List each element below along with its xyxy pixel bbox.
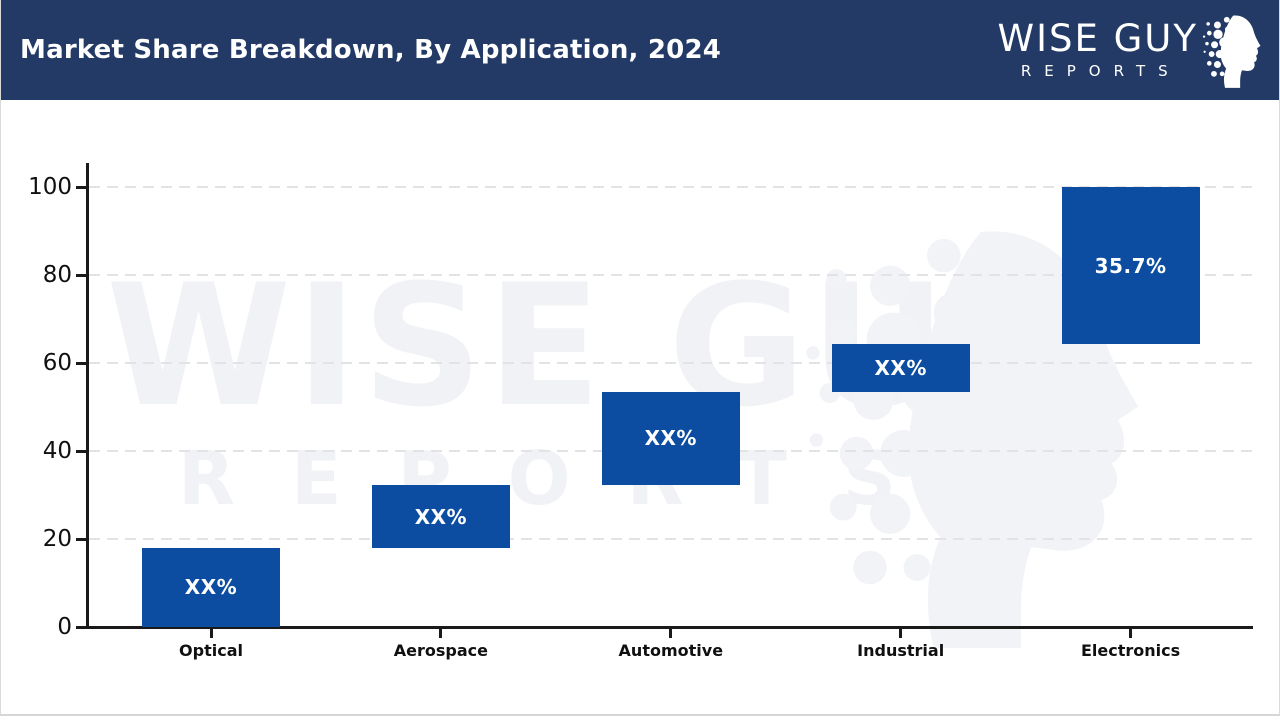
x-tick-label-electronics: Electronics bbox=[1081, 641, 1181, 660]
y-tick-label-20: 20 bbox=[42, 526, 72, 552]
bar-aerospace: XX% bbox=[371, 485, 510, 548]
gridline-60 bbox=[89, 362, 1253, 364]
bar-automotive: XX% bbox=[601, 391, 740, 486]
y-tick-0 bbox=[76, 626, 86, 629]
bar-value-label-industrial: XX% bbox=[874, 355, 927, 380]
x-axis bbox=[86, 626, 1253, 629]
bar-value-label-optical: XX% bbox=[184, 575, 238, 600]
wiseguy-logo: WISE GUY REPORTS bbox=[998, 12, 1264, 88]
bar-value-label-automotive: XX% bbox=[644, 426, 697, 451]
y-tick-label-40: 40 bbox=[42, 438, 72, 464]
gridline-80 bbox=[89, 274, 1253, 276]
bar-value-label-aerospace: XX% bbox=[414, 504, 468, 529]
gridline-20 bbox=[89, 538, 1253, 540]
bar-electronics: 35.7% bbox=[1061, 187, 1200, 345]
x-tick-industrial bbox=[899, 629, 903, 638]
y-axis bbox=[86, 163, 89, 629]
y-tick-label-60: 60 bbox=[42, 350, 72, 376]
logo-text: WISE GUY REPORTS bbox=[998, 20, 1198, 80]
x-tick-label-industrial: Industrial bbox=[857, 641, 945, 660]
bar-value-label-electronics: 35.7% bbox=[1094, 253, 1167, 278]
x-tick-automotive bbox=[669, 629, 673, 638]
x-tick-label-aerospace: Aerospace bbox=[393, 641, 488, 660]
logo-wordmark: WISE GUY bbox=[997, 17, 1198, 60]
logo-subtitle: REPORTS bbox=[1020, 62, 1181, 80]
header-bar: Market Share Breakdown, By Application, … bbox=[0, 0, 1280, 100]
y-tick-40 bbox=[76, 450, 86, 453]
chart-title: Market Share Breakdown, By Application, … bbox=[20, 35, 722, 65]
x-tick-aerospace bbox=[439, 629, 443, 638]
gridline-100 bbox=[89, 186, 1253, 188]
y-tick-label-100: 100 bbox=[28, 174, 72, 200]
y-tick-100 bbox=[76, 186, 86, 189]
y-tick-60 bbox=[76, 362, 86, 365]
bar-industrial: XX% bbox=[831, 344, 970, 392]
wiseguy-head-icon bbox=[1202, 15, 1261, 88]
y-tick-80 bbox=[76, 274, 86, 277]
y-tick-label-80: 80 bbox=[42, 262, 72, 288]
x-tick-optical bbox=[209, 629, 213, 638]
y-tick-20 bbox=[76, 538, 86, 541]
x-tick-electronics bbox=[1129, 629, 1133, 638]
x-tick-label-optical: Optical bbox=[179, 641, 243, 660]
bar-optical: XX% bbox=[142, 547, 280, 627]
x-tick-label-automotive: Automotive bbox=[618, 641, 724, 660]
y-tick-label-0: 0 bbox=[57, 614, 72, 640]
